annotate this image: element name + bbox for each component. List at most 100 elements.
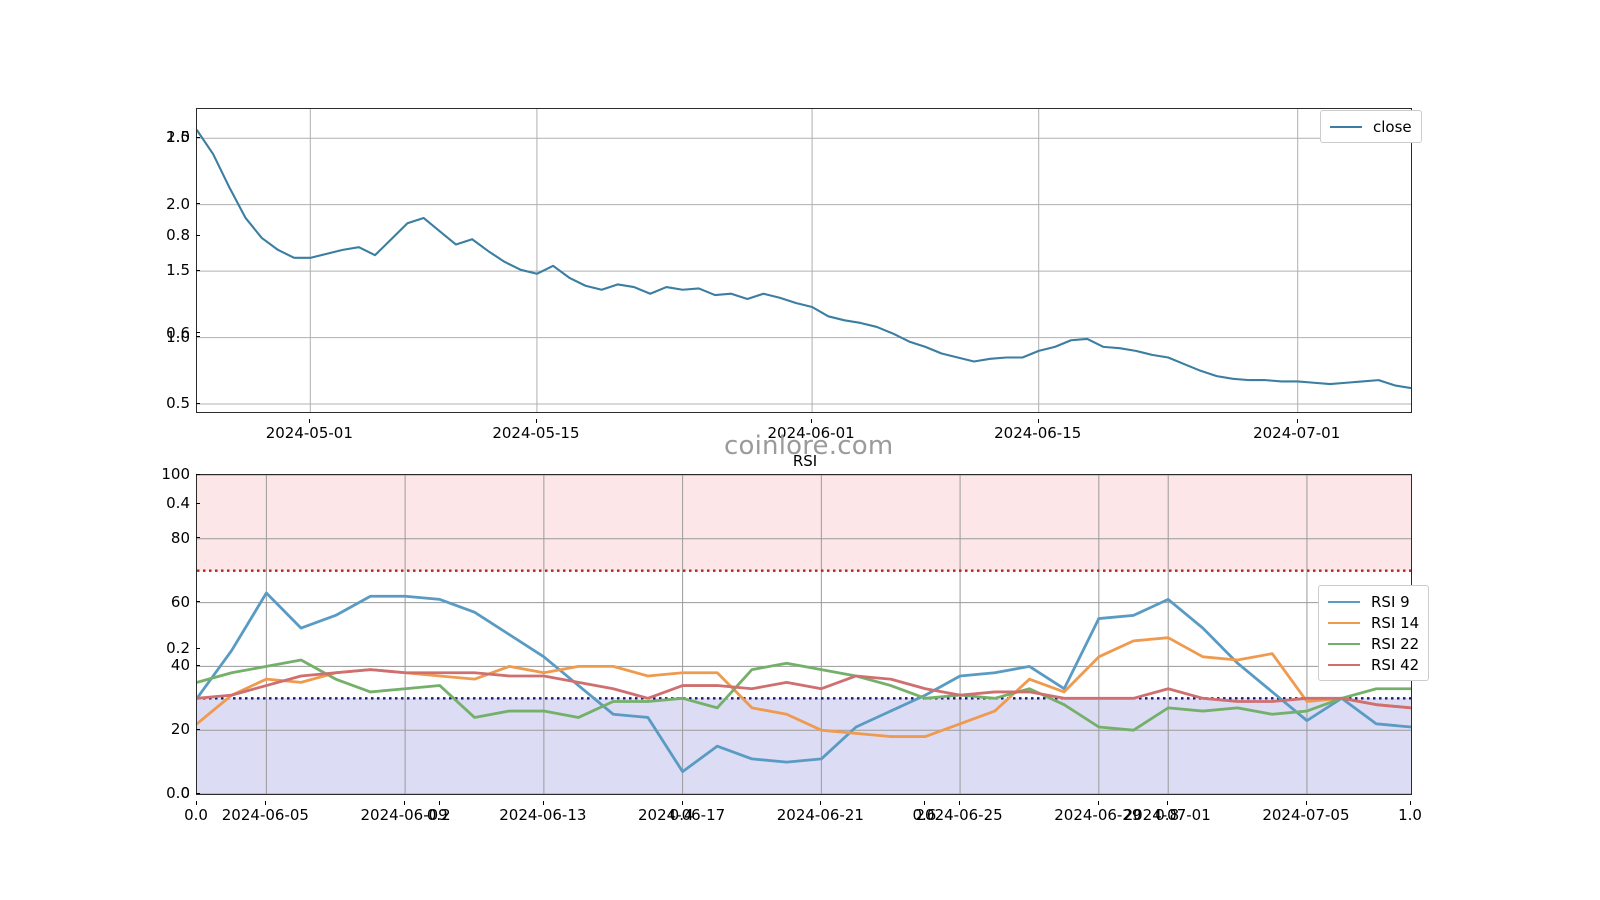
rsi-xtick: 2024-06-05 [221,806,309,824]
price-left-axis-ticks: 0.5 1.0 1.5 2.0 2.5 [148,0,190,900]
rsi-xtick: 2024-06-09 [360,806,448,824]
rsi-xtick: 2024-07-01 [1123,806,1211,824]
rsi-twin-ytick: 0.4 [166,494,190,512]
legend-label: RSI 14 [1371,613,1420,632]
axis-tick-mark [1037,419,1039,423]
rsi-xtick: 2024-06-17 [638,806,726,824]
price-twin-ytick: 1.0 [166,128,190,147]
rsi-left-ytick: 100 [161,465,190,483]
price-left-ytick: 1.5 [166,261,190,280]
legend-line-swatch [1328,621,1360,624]
axis-tick-mark [1097,801,1099,805]
rsi-x-twin-tick: 0.8 [1155,806,1180,824]
rsi-x-twin-tick: 0.6 [912,806,937,824]
axis-tick-mark [404,801,406,805]
rsi-plot-area [197,475,1411,794]
legend-label: RSI 42 [1371,655,1420,674]
axis-tick-mark [196,203,200,205]
axis-tick-mark [196,234,200,236]
price-left-ytick: 0.5 [166,394,190,413]
axis-tick-mark [196,792,200,794]
rsi-chart-title: RSI [792,452,818,470]
axis-tick-mark [1305,801,1307,805]
axis-tick-mark [196,269,200,271]
rsi-left-ytick: 80 [170,528,190,547]
rsi-xtick: 2024-06-21 [776,806,864,824]
rsi-left-ytick: 60 [170,592,190,611]
axis-tick-mark [196,537,200,539]
price-legend-item[interactable]: close [1330,116,1412,137]
axis-tick-mark [196,332,200,334]
rsi-left-ytick: 40 [170,656,190,675]
rsi-xtick: 2024-06-13 [499,806,587,824]
price-left-ytick: 2.0 [166,194,190,213]
rsi-legend-item[interactable]: RSI 22 [1328,633,1419,654]
price-legend: close [1320,110,1422,143]
rsi-x-twin-tick: 1.0 [1398,806,1422,824]
rsi-left-ytick: 20 [170,720,190,739]
axis-tick-mark [196,473,200,475]
price-left-ytick: 2.5 [166,128,190,147]
price-chart-panel [196,108,1412,413]
axis-tick-mark [1410,801,1411,805]
axis-tick-mark [265,801,267,805]
price-xtick: 2024-06-01 [767,424,855,442]
rsi-x-twin-tick: 0.4 [669,806,694,824]
legend-line-swatch [1328,663,1360,666]
price-xtick: 2024-05-01 [265,424,353,442]
price-left-ytick: 1.0 [166,327,190,346]
rsi-series-line [197,668,1411,710]
axis-tick-mark [681,801,683,805]
axis-tick-mark [309,419,311,423]
rsi-left-ytick: 0 [180,784,190,802]
rsi-x-twin-tick: 0.2 [426,806,451,824]
rsi-twin-ytick: 0.0 [166,784,190,802]
rsi-legend-item[interactable]: RSI 14 [1328,612,1419,633]
rsi-xtick: 2024-07-05 [1262,806,1350,824]
axis-tick-mark [196,647,200,649]
legend-label: close [1373,117,1412,136]
axis-tick-mark [196,502,200,504]
axis-tick-mark [924,801,926,805]
axis-tick-mark [196,402,200,404]
rsi-x-twin-tick: 0.0 [184,806,208,824]
rsi-xtick: 2024-06-29 [1054,806,1142,824]
price-twin-ytick: 0.8 [166,226,190,245]
axis-tick-mark [535,419,537,423]
rsi-twin-ytick: 0.2 [166,639,190,657]
legend-label: RSI 22 [1371,634,1420,653]
axis-tick-mark [542,801,544,805]
rsi-band [197,698,1411,794]
price-twin-ytick: 0.6 [166,323,190,342]
rsi-left-axis-ticks: 100 80 60 40 20 0 [148,0,190,900]
price-plot-area [197,109,1411,412]
legend-line-swatch [1330,125,1362,128]
axis-tick-mark [820,801,822,805]
axis-tick-mark [196,601,200,603]
rsi-series-line [197,591,1411,774]
axis-tick-mark [196,664,200,666]
rsi-legend-item[interactable]: RSI 9 [1328,591,1419,612]
axis-tick-mark [196,728,200,730]
axis-tick-mark [196,336,200,338]
rsi-chart-panel [196,474,1412,795]
axis-tick-mark [811,419,813,423]
axis-tick-mark [1296,419,1298,423]
close-price-line [197,129,1411,390]
legend-line-swatch [1328,642,1360,645]
price-xtick: 2024-06-15 [994,424,1082,442]
rsi-legend: RSI 9 RSI 14 RSI 22 RSI 42 [1318,585,1430,681]
price-xtick: 2024-07-01 [1253,424,1341,442]
rsi-twin-axis-ticks: 0.4 0.2 0.0 [148,0,190,900]
legend-label: RSI 9 [1371,592,1410,611]
axis-tick-mark [196,801,197,805]
axis-tick-mark [1167,801,1169,805]
rsi-series-line [197,658,1411,732]
rsi-legend-item[interactable]: RSI 42 [1328,654,1419,675]
axis-tick-mark [196,136,200,138]
axis-tick-mark [959,801,961,805]
price-twin-axis-ticks: 0.6 0.8 1.0 [148,0,190,900]
rsi-xtick: 2024-06-25 [915,806,1003,824]
axis-tick-mark [438,801,440,805]
